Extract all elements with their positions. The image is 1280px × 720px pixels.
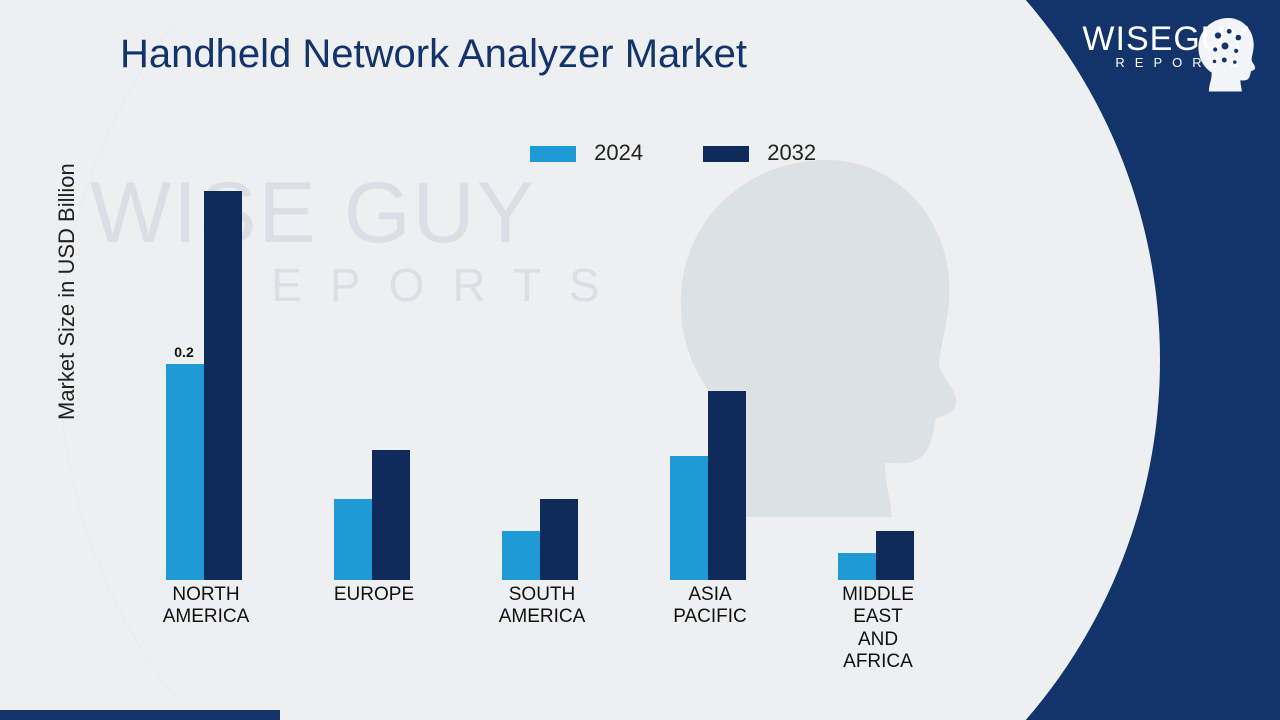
legend: 2024 2032 bbox=[530, 140, 816, 166]
bar-2032 bbox=[204, 191, 242, 580]
bar-2032 bbox=[540, 499, 578, 580]
x-tick-label: ASIAPACIFIC bbox=[635, 584, 785, 629]
logo-text-1a: WISE bbox=[1082, 20, 1173, 58]
bar-2032 bbox=[708, 391, 746, 580]
legend-item-2024: 2024 bbox=[530, 140, 643, 166]
infographic-canvas: WISE GUYREPORTS WISEGUY REPORTS Handheld… bbox=[0, 0, 1280, 720]
plot-area: 0.2 bbox=[146, 180, 956, 580]
chart-title: Handheld Network Analyzer Market bbox=[120, 32, 747, 77]
bar-2024 bbox=[166, 364, 204, 580]
bar-chart: Market Size in USD Billion 2024 2032 0.2… bbox=[90, 150, 960, 690]
x-tick-label: NORTHAMERICA bbox=[131, 584, 281, 629]
bar-2024 bbox=[334, 499, 372, 580]
x-tick-label: MIDDLEEASTANDAFRICA bbox=[803, 584, 953, 674]
bar-2032 bbox=[372, 450, 410, 580]
bar-2024 bbox=[502, 531, 540, 580]
legend-swatch-2032 bbox=[703, 146, 749, 162]
legend-label-2024: 2024 bbox=[594, 140, 643, 165]
accent-bar bbox=[0, 710, 280, 720]
legend-swatch-2024 bbox=[530, 146, 576, 162]
bar-2032 bbox=[876, 531, 914, 580]
bar-2024 bbox=[670, 456, 708, 580]
legend-item-2032: 2032 bbox=[703, 140, 816, 166]
x-tick-label: EUROPE bbox=[299, 584, 449, 606]
legend-label-2032: 2032 bbox=[767, 140, 816, 165]
wiseguy-logo: WISEGUY REPORTS bbox=[1082, 20, 1250, 70]
x-tick-label: SOUTHAMERICA bbox=[467, 584, 617, 629]
y-axis-label: Market Size in USD Billion bbox=[54, 163, 80, 420]
logo-head-icon bbox=[1190, 14, 1260, 92]
bar-2024 bbox=[838, 553, 876, 580]
